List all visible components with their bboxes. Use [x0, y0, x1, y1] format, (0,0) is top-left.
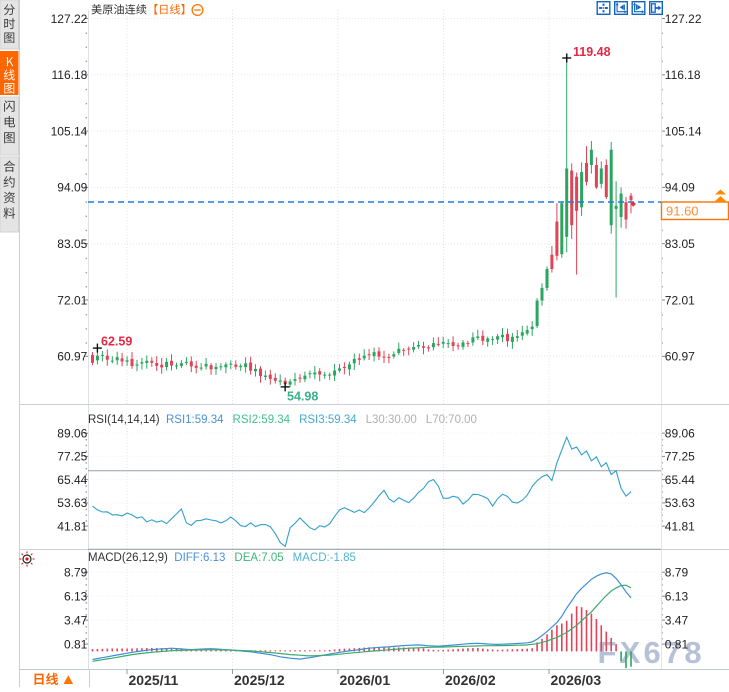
svg-text:77.25: 77.25: [57, 450, 87, 464]
svg-text:3.47: 3.47: [665, 613, 689, 627]
svg-text:105.14: 105.14: [665, 124, 702, 138]
svg-text:8.79: 8.79: [665, 566, 689, 580]
svg-text:41.81: 41.81: [57, 519, 87, 533]
svg-text:94.09: 94.09: [57, 181, 87, 195]
svg-text:0.81: 0.81: [665, 637, 689, 651]
svg-text:65.44: 65.44: [665, 473, 695, 487]
svg-text:8.79: 8.79: [64, 566, 88, 580]
svg-text:83.05: 83.05: [57, 237, 87, 251]
svg-text:FX678: FX678: [598, 635, 705, 670]
svg-text:77.25: 77.25: [665, 450, 695, 464]
svg-text:91.60: 91.60: [666, 204, 699, 219]
svg-text:116.18: 116.18: [665, 68, 701, 82]
svg-text:6.13: 6.13: [64, 590, 88, 604]
svg-text:53.63: 53.63: [665, 496, 695, 510]
svg-text:89.06: 89.06: [665, 427, 695, 441]
svg-text:72.01: 72.01: [665, 293, 695, 307]
svg-text:72.01: 72.01: [57, 293, 87, 307]
svg-text:53.63: 53.63: [57, 496, 87, 510]
svg-text:94.09: 94.09: [665, 181, 695, 195]
svg-text:41.81: 41.81: [665, 519, 695, 533]
svg-text:60.97: 60.97: [665, 350, 695, 364]
svg-text:60.97: 60.97: [57, 350, 87, 364]
svg-text:0.81: 0.81: [64, 637, 88, 651]
svg-text:127.22: 127.22: [51, 12, 88, 26]
svg-text:6.13: 6.13: [665, 590, 689, 604]
svg-text:65.44: 65.44: [57, 473, 87, 487]
svg-text:3.47: 3.47: [64, 613, 88, 627]
svg-text:89.06: 89.06: [57, 427, 87, 441]
svg-text:62.59: 62.59: [101, 335, 132, 349]
svg-text:105.14: 105.14: [51, 124, 88, 138]
svg-text:119.48: 119.48: [573, 45, 611, 59]
svg-text:127.22: 127.22: [665, 12, 702, 26]
svg-text:116.18: 116.18: [51, 68, 87, 82]
svg-text:54.98: 54.98: [287, 390, 318, 404]
svg-text:83.05: 83.05: [665, 237, 695, 251]
